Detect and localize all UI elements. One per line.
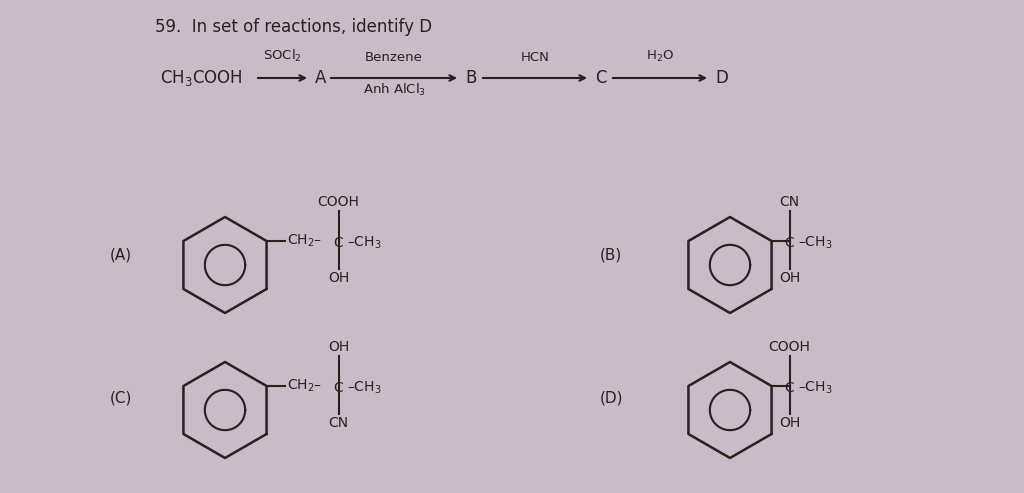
Text: SOCl$_2$: SOCl$_2$ [262, 48, 301, 64]
Text: OH: OH [779, 271, 800, 285]
Text: OH: OH [779, 416, 800, 430]
Text: C: C [334, 236, 343, 250]
Text: OH: OH [328, 340, 349, 354]
Text: (D): (D) [600, 390, 624, 406]
Text: CH$_2$–: CH$_2$– [287, 233, 322, 249]
Text: 59.  In set of reactions, identify D: 59. In set of reactions, identify D [155, 18, 432, 36]
Text: HCN: HCN [520, 51, 550, 64]
Text: C: C [334, 381, 343, 395]
Text: C: C [595, 69, 606, 87]
Text: Anh AlCl$_3$: Anh AlCl$_3$ [362, 82, 426, 98]
Text: –CH$_3$: –CH$_3$ [798, 235, 833, 251]
Text: CN: CN [329, 416, 348, 430]
Text: –CH$_3$: –CH$_3$ [346, 380, 381, 396]
Text: D: D [715, 69, 728, 87]
Text: C: C [784, 381, 795, 395]
Text: –CH$_3$: –CH$_3$ [798, 380, 833, 396]
Text: –CH$_3$: –CH$_3$ [346, 235, 381, 251]
Text: B: B [465, 69, 476, 87]
Text: OH: OH [328, 271, 349, 285]
Text: COOH: COOH [317, 195, 359, 209]
Text: CH$_3$COOH: CH$_3$COOH [160, 68, 243, 88]
Text: H$_2$O: H$_2$O [646, 49, 674, 64]
Text: (A): (A) [110, 247, 132, 262]
Text: CH$_2$–: CH$_2$– [287, 378, 322, 394]
Text: (C): (C) [110, 390, 132, 406]
Text: Benzene: Benzene [366, 51, 423, 64]
Text: C: C [784, 236, 795, 250]
Text: COOH: COOH [769, 340, 811, 354]
Text: CN: CN [779, 195, 800, 209]
Text: A: A [315, 69, 327, 87]
Text: (B): (B) [600, 247, 623, 262]
